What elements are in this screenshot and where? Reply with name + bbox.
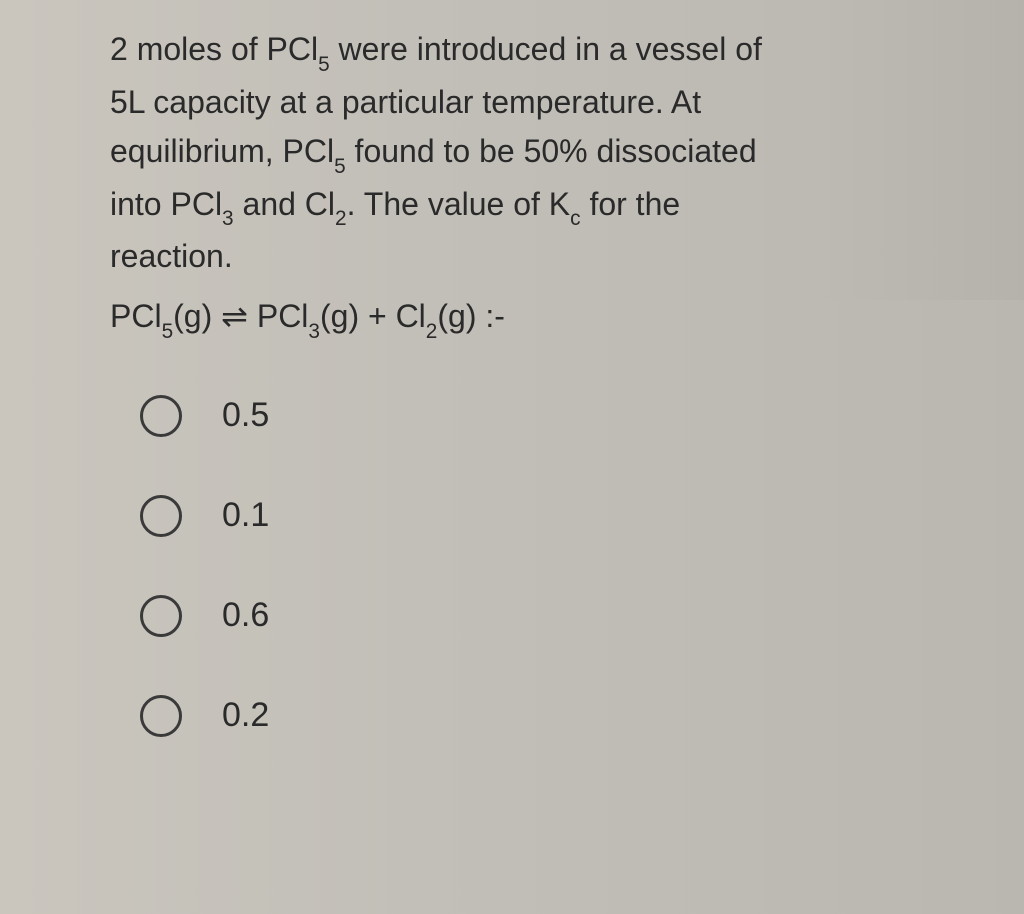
radio-icon[interactable]	[140, 695, 182, 737]
equation: PCl5(g) ⇌ PCl3(g) + Cl2(g) :-	[110, 292, 964, 345]
subscript: 5	[318, 53, 330, 76]
option-label: 0.6	[222, 596, 269, 635]
radio-icon[interactable]	[140, 395, 182, 437]
text-fragment: into PCl	[110, 186, 222, 222]
option-label: 0.5	[222, 396, 269, 435]
question-page: 2 moles of PCl5 were introduced in a ves…	[0, 0, 1024, 914]
text-fragment: found to be 50% dissociated	[346, 133, 757, 169]
text-fragment: equilibrium, PCl	[110, 133, 334, 169]
eq-fragment: (g) ⇌ PCl	[173, 298, 308, 334]
subscript: 3	[222, 207, 234, 230]
text-fragment: were introduced in a vessel of	[330, 31, 762, 67]
radio-icon[interactable]	[140, 595, 182, 637]
option-d[interactable]: 0.2	[140, 695, 964, 737]
text-fragment: and Cl	[234, 186, 335, 222]
text-fragment: 2 moles of PCl	[110, 31, 318, 67]
option-label: 0.2	[222, 696, 269, 735]
option-c[interactable]: 0.6	[140, 595, 964, 637]
option-b[interactable]: 0.1	[140, 495, 964, 537]
subscript: 2	[426, 320, 438, 343]
text-fragment: . The value of K	[347, 186, 571, 222]
eq-fragment: (g) :-	[437, 298, 505, 334]
options-list: 0.5 0.1 0.6 0.2	[110, 395, 964, 737]
subscript: 2	[335, 207, 347, 230]
text-fragment: for the	[581, 186, 681, 222]
eq-fragment: (g) + Cl	[320, 298, 426, 334]
subscript: 5	[162, 320, 174, 343]
option-label: 0.1	[222, 496, 269, 535]
option-a[interactable]: 0.5	[140, 395, 964, 437]
question-text: 2 moles of PCl5 were introduced in a ves…	[110, 25, 964, 282]
subscript: c	[570, 207, 580, 230]
radio-icon[interactable]	[140, 495, 182, 537]
text-fragment: 5L capacity at a particular temperature.…	[110, 84, 701, 120]
subscript: 5	[334, 155, 346, 178]
subscript: 3	[308, 320, 320, 343]
eq-fragment: PCl	[110, 298, 162, 334]
text-fragment: reaction.	[110, 238, 233, 274]
